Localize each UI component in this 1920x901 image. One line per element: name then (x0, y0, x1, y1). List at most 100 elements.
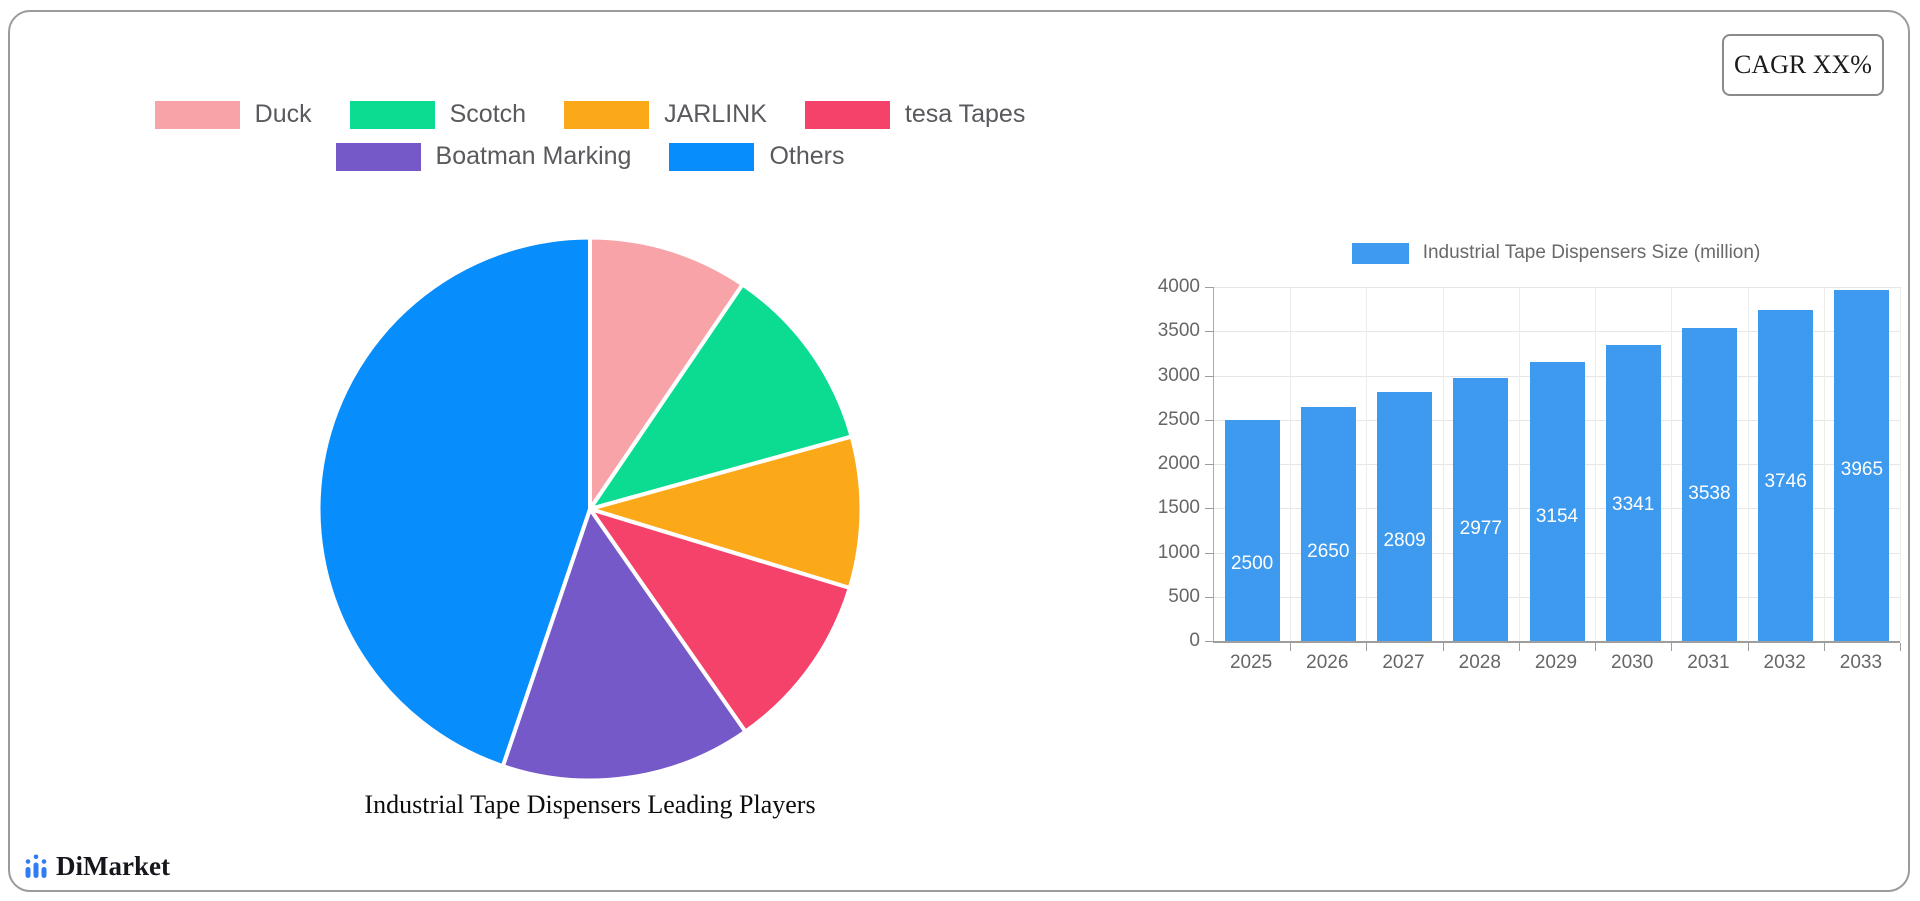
x-axis-tick (1442, 643, 1444, 651)
gridline-vertical (1518, 287, 1520, 641)
cagr-badge-label: CAGR XX% (1734, 50, 1872, 79)
x-axis-label-2030: 2030 (1611, 652, 1654, 673)
y-axis-label: 500 (1168, 585, 1200, 607)
pie-chart (314, 233, 866, 785)
pie-legend-row: Duck Scotch JARLINK tesa Tapes (154, 100, 1026, 129)
y-axis-label: 1000 (1157, 541, 1200, 563)
pie-slice-tesa-tapes (587, 506, 852, 734)
bar-2031: 3538 (1681, 327, 1737, 641)
y-axis-label: 2500 (1157, 408, 1200, 430)
gridline-horizontal (1214, 287, 1900, 288)
y-axis-label: 2000 (1157, 453, 1200, 474)
x-axis-tick (1290, 643, 1292, 651)
legend-swatch-others (669, 142, 755, 171)
y-axis-label: 1500 (1157, 497, 1200, 519)
y-axis-tick (1205, 287, 1214, 288)
legend-label: Boatman Marking (435, 142, 632, 170)
legend-item-others: Others (669, 142, 844, 171)
x-axis-tick (1366, 643, 1368, 651)
x-axis-label-2028: 2028 (1458, 652, 1501, 673)
pie-slice-jarlink (587, 434, 864, 591)
legend-swatch-boatman-marking (335, 142, 421, 171)
bar-value-label: 3746 (1764, 470, 1807, 492)
bar-value-label: 2500 (1230, 553, 1274, 574)
pie-chart-title: Industrial Tape Dispensers Leading Playe… (364, 790, 816, 819)
gridline-vertical (1290, 287, 1292, 641)
gridline-vertical (1900, 287, 1901, 641)
bar-value-label: 3538 (1688, 482, 1731, 504)
y-axis-tick (1205, 464, 1214, 465)
bar-2027: 2809 (1377, 392, 1433, 641)
bar-2026: 2650 (1300, 406, 1356, 641)
legend-label: Duck (254, 100, 312, 128)
legend-item-tesa-tapes: tesa Tapes (804, 100, 1026, 129)
gridline-horizontal (1214, 331, 1900, 333)
y-axis-label: 0 (1189, 630, 1200, 651)
x-axis-label-2033: 2033 (1839, 652, 1883, 673)
bar-2025: 2500 (1224, 419, 1280, 641)
legend-item-boatman-marking: Boatman Marking (335, 142, 632, 171)
x-axis-tick (1518, 643, 1520, 651)
y-axis-tick (1205, 331, 1214, 333)
x-axis-tick (1595, 643, 1597, 651)
x-axis-tick (1900, 643, 1901, 651)
y-axis-label: 4000 (1157, 276, 1200, 297)
x-axis-tick (1747, 643, 1749, 651)
brand-logo: DiMarket (23, 851, 170, 882)
pie-legend: Duck Scotch JARLINK tesa Tapes Boatman Marki… (60, 100, 1120, 171)
gridline-vertical (1747, 287, 1749, 641)
legend-swatch-duck (154, 100, 240, 129)
pie-chart-svg (316, 235, 864, 783)
gridline-vertical (1442, 287, 1444, 641)
pie-slice-duck (587, 235, 745, 512)
x-axis-label-2027: 2027 (1382, 652, 1425, 673)
legend-swatch-jarlink (564, 100, 650, 129)
bar-2033: 3965 (1834, 290, 1890, 641)
bar-legend-label: Industrial Tape Dispensers Size (million… (1422, 242, 1761, 263)
x-axis-label-2031: 2031 (1687, 652, 1730, 673)
bar-chart-plot-area: 2500 2650 2809 2977 3154 3341 3538 3746 3965 (1205, 287, 1901, 651)
x-axis-label-2025: 2025 (1229, 652, 1273, 673)
x-axis-tick (1823, 643, 1825, 651)
bar-2032: 3746 (1758, 309, 1814, 641)
y-axis-tick (1205, 375, 1214, 377)
bar-value-label: 3341 (1612, 494, 1655, 516)
bar-legend-swatch (1351, 242, 1409, 264)
x-axis-label-2032: 2032 (1763, 652, 1806, 673)
pie-slice-others (316, 235, 593, 769)
bar-value-label: 3154 (1535, 506, 1579, 527)
bar-value-label: 2650 (1307, 541, 1350, 563)
bar-value-label: 2977 (1459, 517, 1502, 539)
bar-2030: 3341 (1605, 345, 1661, 641)
x-axis-label-2026: 2026 (1306, 652, 1349, 673)
y-axis-tick (1205, 552, 1214, 554)
legend-swatch-scotch (349, 100, 435, 129)
x-axis-tick (1671, 643, 1673, 651)
gridline-vertical (1671, 287, 1673, 641)
gridline-vertical (1595, 287, 1597, 641)
gridline-vertical (1366, 287, 1368, 641)
brand-logo-text: DiMarket (56, 851, 170, 881)
pie-slice-boatman-marking (500, 506, 748, 783)
y-axis-label: 3000 (1157, 364, 1200, 386)
bar-2029: 3154 (1529, 361, 1585, 641)
bar-value-label: 2809 (1383, 529, 1426, 551)
legend-item-jarlink: JARLINK (564, 100, 767, 129)
cagr-badge: CAGR XX% (1722, 34, 1884, 96)
legend-item-duck: Duck (154, 100, 312, 129)
legend-label: Scotch (449, 100, 527, 128)
pie-legend-row: Boatman Marking Others (335, 142, 844, 171)
legend-label: tesa Tapes (904, 100, 1026, 128)
legend-swatch-tesa-tapes (804, 100, 890, 129)
y-axis-tick (1205, 508, 1214, 510)
legend-item-scotch: Scotch (349, 100, 527, 129)
legend-label: JARLINK (664, 100, 767, 128)
gridline-vertical (1823, 287, 1825, 641)
y-axis-label: 3500 (1157, 320, 1200, 342)
bar-chart-logo-icon (25, 854, 47, 878)
y-axis-tick (1205, 419, 1214, 421)
legend-label: Others (769, 142, 845, 170)
y-axis-tick (1205, 596, 1214, 598)
y-axis-tick (1205, 641, 1214, 642)
bar-2028: 2977 (1453, 377, 1509, 641)
